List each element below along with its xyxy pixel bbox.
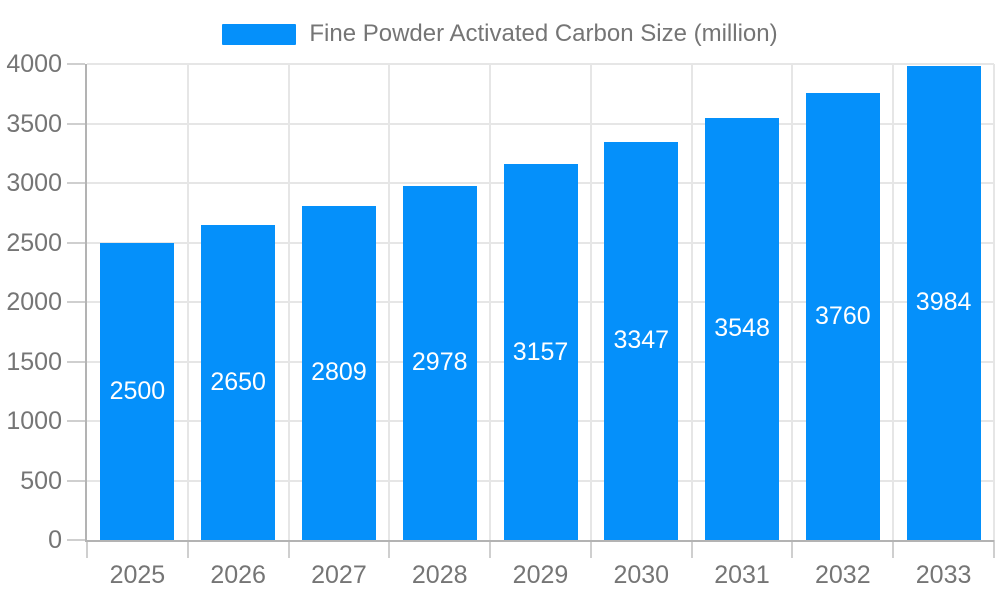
bar-value-label: 2809 — [311, 358, 367, 387]
bar: 3760 — [805, 92, 880, 540]
bar-value-label: 2978 — [411, 348, 468, 377]
y-axis-tick — [67, 122, 85, 125]
x-axis-tick — [86, 540, 88, 558]
x-axis-tick — [287, 540, 290, 558]
x-axis-label: 2031 — [714, 561, 770, 589]
y-axis-label: 2500 — [6, 228, 62, 257]
bar: 2809 — [301, 205, 376, 540]
v-gridline — [186, 64, 189, 540]
legend-item[interactable]: Fine Powder Activated Carbon Size (milli… — [222, 20, 778, 48]
y-axis-tick — [67, 479, 85, 482]
y-axis-tick — [67, 301, 85, 303]
bar-value-label: 2650 — [210, 367, 266, 396]
y-axis-label: 3000 — [6, 169, 62, 197]
y-axis-label: 1000 — [6, 407, 62, 435]
v-gridline — [589, 64, 592, 540]
bar: 3347 — [604, 141, 679, 540]
bar-value-label: 3984 — [915, 288, 972, 317]
x-axis-label: 2033 — [915, 561, 972, 589]
y-axis-label: 500 — [20, 466, 62, 495]
x-axis-tick — [690, 540, 693, 558]
bar-value-label: 3347 — [613, 326, 670, 355]
bar: 2650 — [201, 224, 276, 540]
y-axis-line — [85, 64, 87, 542]
legend: Fine Powder Activated Carbon Size (milli… — [0, 20, 1000, 48]
y-axis-label: 3500 — [6, 109, 62, 138]
bar-value-label: 3760 — [815, 301, 871, 330]
x-axis-tick — [489, 540, 492, 558]
y-axis-label: 2000 — [6, 288, 62, 316]
x-axis-line — [85, 540, 994, 542]
v-gridline — [287, 64, 290, 540]
y-axis-label: 1500 — [6, 347, 62, 376]
y-axis-label: 0 — [48, 526, 62, 554]
v-gridline — [388, 64, 391, 540]
x-axis-label: 2026 — [210, 561, 266, 589]
x-axis-label: 2029 — [512, 561, 569, 589]
y-axis-tick — [67, 182, 85, 184]
v-gridline — [892, 64, 895, 540]
x-axis-label: 2030 — [613, 561, 670, 589]
y-axis-tick — [67, 63, 85, 65]
v-gridline — [489, 64, 492, 540]
legend-swatch — [222, 23, 297, 45]
bar: 2500 — [100, 242, 175, 540]
x-axis-tick — [388, 540, 391, 558]
y-axis-label: 4000 — [6, 50, 62, 78]
y-axis-tick — [67, 360, 85, 363]
h-gridline — [87, 122, 994, 125]
x-axis-tick — [791, 540, 794, 558]
y-axis-tick — [67, 539, 85, 541]
h-gridline — [87, 63, 994, 65]
bar-value-label: 3548 — [714, 314, 770, 343]
y-axis-tick — [67, 241, 85, 244]
bar: 3984 — [906, 65, 981, 540]
bar: 2978 — [402, 185, 477, 540]
v-gridline — [690, 64, 693, 540]
bar: 3548 — [705, 117, 780, 540]
v-gridline — [791, 64, 794, 540]
x-axis-label: 2025 — [109, 561, 166, 589]
x-axis-label: 2028 — [411, 561, 468, 589]
x-axis-tick — [186, 540, 189, 558]
x-axis-tick — [892, 540, 895, 558]
bar-value-label: 2500 — [109, 376, 166, 405]
x-axis-label: 2032 — [815, 561, 871, 589]
v-gridline — [993, 64, 995, 540]
legend-label: Fine Powder Activated Carbon Size (milli… — [309, 20, 778, 47]
x-axis-label: 2027 — [311, 561, 367, 589]
bar-value-label: 3157 — [512, 337, 569, 366]
y-axis-tick — [67, 420, 85, 422]
x-axis-tick — [993, 540, 995, 558]
x-axis-tick — [589, 540, 592, 558]
bar: 3157 — [503, 164, 578, 540]
